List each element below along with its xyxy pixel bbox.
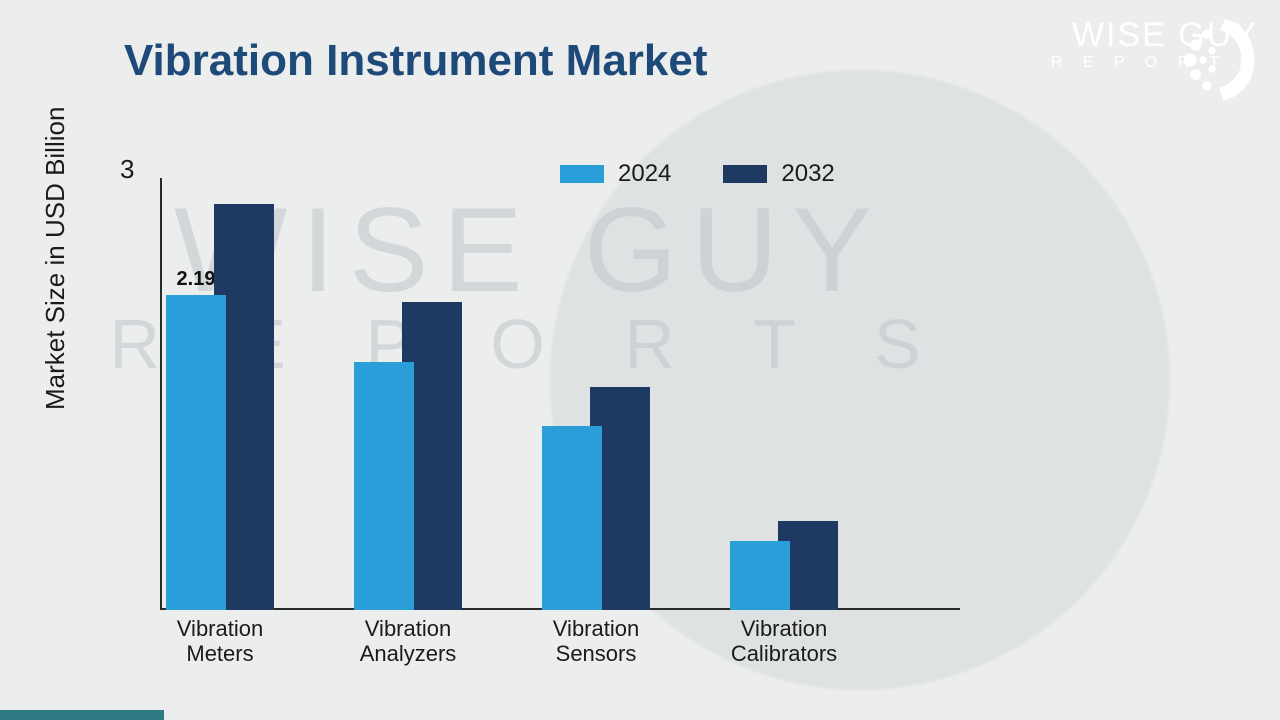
x-category-label: VibrationSensors: [506, 616, 686, 667]
bottom-strip: [0, 710, 164, 720]
bar-group: VibrationMeters2.19: [166, 178, 274, 610]
y-axis-label: Market Size in USD Billion: [40, 107, 71, 410]
bar-2024: [354, 362, 414, 610]
logo: WISE GUY R E P O R T S: [1051, 18, 1258, 72]
logo-line1: WISE GUY: [1051, 18, 1258, 52]
chart: Market Size in USD Billion 3 VibrationMe…: [100, 160, 980, 680]
bar-group: VibrationCalibrators: [730, 178, 838, 610]
x-category-label: VibrationAnalyzers: [318, 616, 498, 667]
y-axis-line: [160, 178, 162, 610]
chart-title: Vibration Instrument Market: [124, 36, 708, 86]
y-tick-max: 3: [120, 154, 134, 185]
x-category-label: VibrationCalibrators: [694, 616, 874, 667]
bar-value-label: 2.19: [177, 268, 216, 291]
bar-group: VibrationSensors: [542, 178, 650, 610]
x-category-label: VibrationMeters: [130, 616, 310, 667]
bar-2024: [166, 295, 226, 610]
logo-line2: R E P O R T S: [1051, 54, 1258, 72]
plot-area: VibrationMeters2.19 VibrationAnalyzers Vib…: [160, 178, 960, 610]
bar-group: VibrationAnalyzers: [354, 178, 462, 610]
bar-2024: [542, 426, 602, 610]
bar-2024: [730, 541, 790, 610]
